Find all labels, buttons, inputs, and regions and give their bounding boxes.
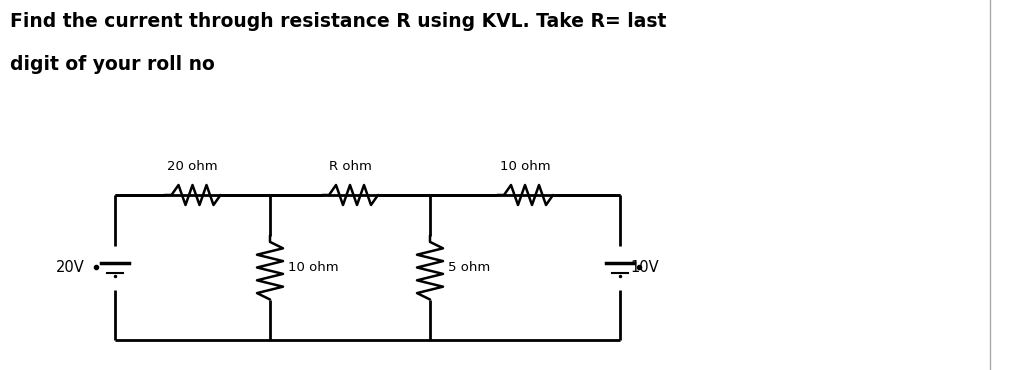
Text: 20V: 20V <box>56 260 85 275</box>
Text: Find the current through resistance R using KVL. Take R= last: Find the current through resistance R us… <box>10 12 667 31</box>
Text: 10 ohm: 10 ohm <box>500 160 550 173</box>
Text: 20 ohm: 20 ohm <box>167 160 218 173</box>
Text: 10V: 10V <box>630 260 658 275</box>
Text: R ohm: R ohm <box>329 160 372 173</box>
Text: 5 ohm: 5 ohm <box>449 261 490 274</box>
Text: digit of your roll no: digit of your roll no <box>10 55 215 74</box>
Text: 10 ohm: 10 ohm <box>288 261 339 274</box>
